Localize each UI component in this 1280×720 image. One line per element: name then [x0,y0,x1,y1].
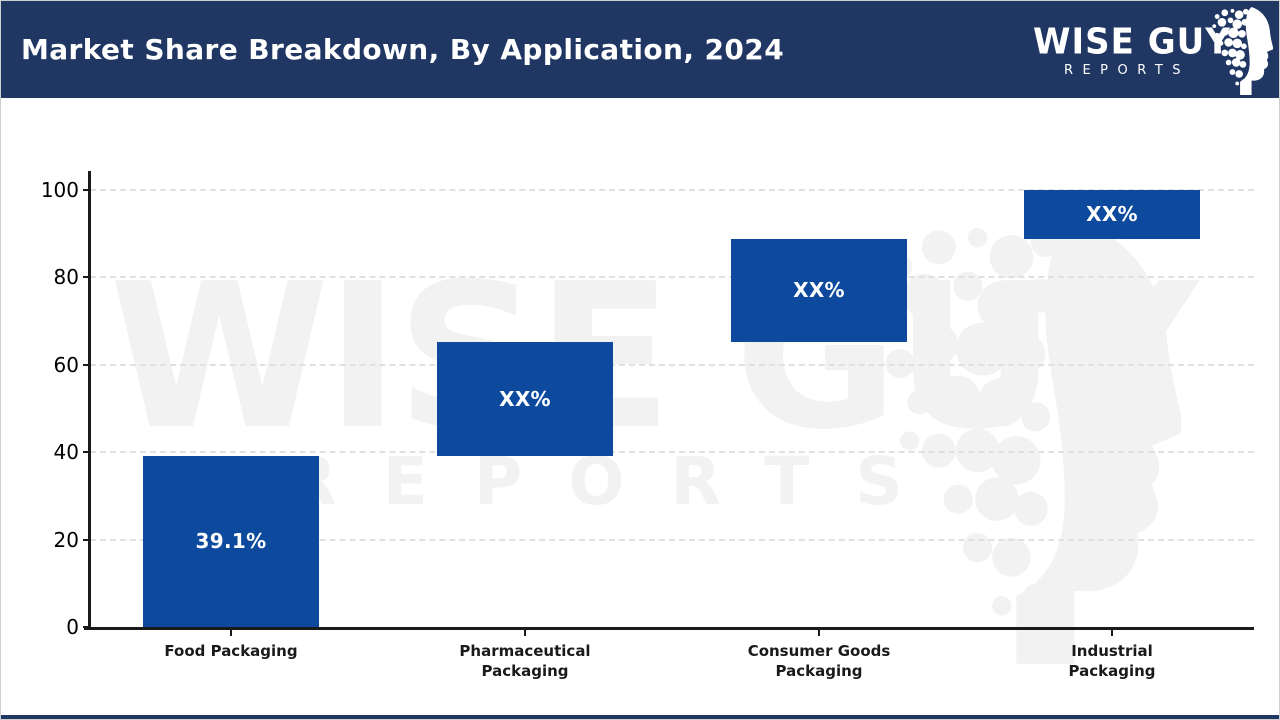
page-title: Market Share Breakdown, By Application, … [21,33,785,66]
head-dot [1229,69,1236,75]
y-axis-tick-label: 40 [53,440,79,464]
y-axis-tick-label: 100 [40,177,79,202]
head-dot [1232,38,1242,49]
head-dot [1221,9,1229,17]
bar-value-label: XX% [793,278,845,303]
gridline-y40 [90,451,1254,453]
x-axis-category-label: Industrial Packaging [1069,641,1156,681]
x-axis-line [84,627,1254,630]
wise-guy-head-icon [1212,7,1273,95]
head-dot [1231,58,1241,67]
head-dot [1241,43,1247,50]
bar-pharmaceutical-packaging: XX% [437,341,613,456]
y-axis-tick-mark [83,538,90,541]
plot-area: 0 20 40 60 80 100 39.1% XX% XX% XX% Food Packaging… [1,98,1279,711]
x-axis-category-line: Consumer Goods [747,642,891,660]
head-dot [1217,49,1221,53]
head-dot [1227,17,1234,24]
x-axis-tick-mark [1111,629,1113,636]
x-axis-category-line: Packaging [1068,662,1156,680]
head-dot [1224,38,1233,47]
gridline-y20 [90,538,1254,541]
x-axis-category-line: Food Packaging [164,642,298,660]
brand-text: WISE GUY REPORTS [1033,21,1231,78]
head-dot [1221,49,1229,57]
x-axis-category-label: Food Packaging [164,641,297,661]
head-dot [1228,27,1239,39]
y-axis-tick-mark [83,188,90,191]
brand-sub-label: REPORTS [1063,63,1191,78]
head-dot [1214,32,1220,39]
head-dot [1230,8,1235,13]
y-axis-tick-mark [83,451,90,453]
head-dot [1232,19,1242,29]
y-axis-tick-label: 80 [53,265,79,289]
x-axis-tick-mark [818,629,820,636]
x-axis-category-line: Industrial [1071,642,1153,660]
bar-value-label: 39.1% [195,529,267,554]
head-dot [1241,79,1247,84]
head-dot [1217,18,1227,27]
y-axis-tick-mark [83,276,90,278]
gridline-y80 [90,276,1254,278]
y-axis-tick-label: 20 [53,527,79,552]
x-axis-tick-mark [524,629,526,636]
x-axis-category-line: Pharmaceutical [459,642,591,660]
head-dot [1234,10,1244,19]
gridline-y100 [90,188,1254,191]
head-dot [1242,8,1249,15]
head-dot [1228,48,1237,58]
y-axis-tick-label: 60 [53,352,79,377]
y-axis-tick-label: 0 [66,615,79,639]
head-dot [1218,40,1224,46]
head-dot [1235,81,1240,86]
header-bar: Market Share Breakdown, By Application, … [1,1,1279,98]
head-dot [1212,24,1217,29]
face-profile-shape [1240,7,1273,95]
bar-food-packaging: 39.1% [143,455,319,627]
head-dot [1214,14,1220,19]
head-dot [1241,18,1249,26]
head-dot [1239,61,1247,68]
y-axis-line [88,171,91,629]
x-axis-tick-mark [230,629,232,636]
head-dot [1225,59,1232,66]
bar-value-label: XX% [1086,202,1138,226]
x-axis-category-line: Packaging [481,662,569,680]
brand-name-label: WISE GUY [1033,21,1231,64]
bar-industrial-packaging: XX% [1024,189,1200,239]
x-axis-category-line: Packaging [775,662,863,680]
head-dot [1220,28,1229,36]
head-dot [1238,29,1246,38]
brand-logo: WISE GUY REPORTS [1033,5,1273,95]
head-dot [1235,70,1243,78]
footer-bar [1,715,1279,719]
bar-consumer-goods-packaging: XX% [731,238,907,342]
gridline-y60 [90,363,1254,366]
x-axis-category-label: Pharmaceutical Packaging [459,641,590,681]
y-axis-tick-mark [83,363,90,366]
x-axis-category-label: Consumer Goods Packaging [748,641,891,681]
head-dot [1235,50,1245,60]
bar-value-label: XX% [499,386,551,411]
